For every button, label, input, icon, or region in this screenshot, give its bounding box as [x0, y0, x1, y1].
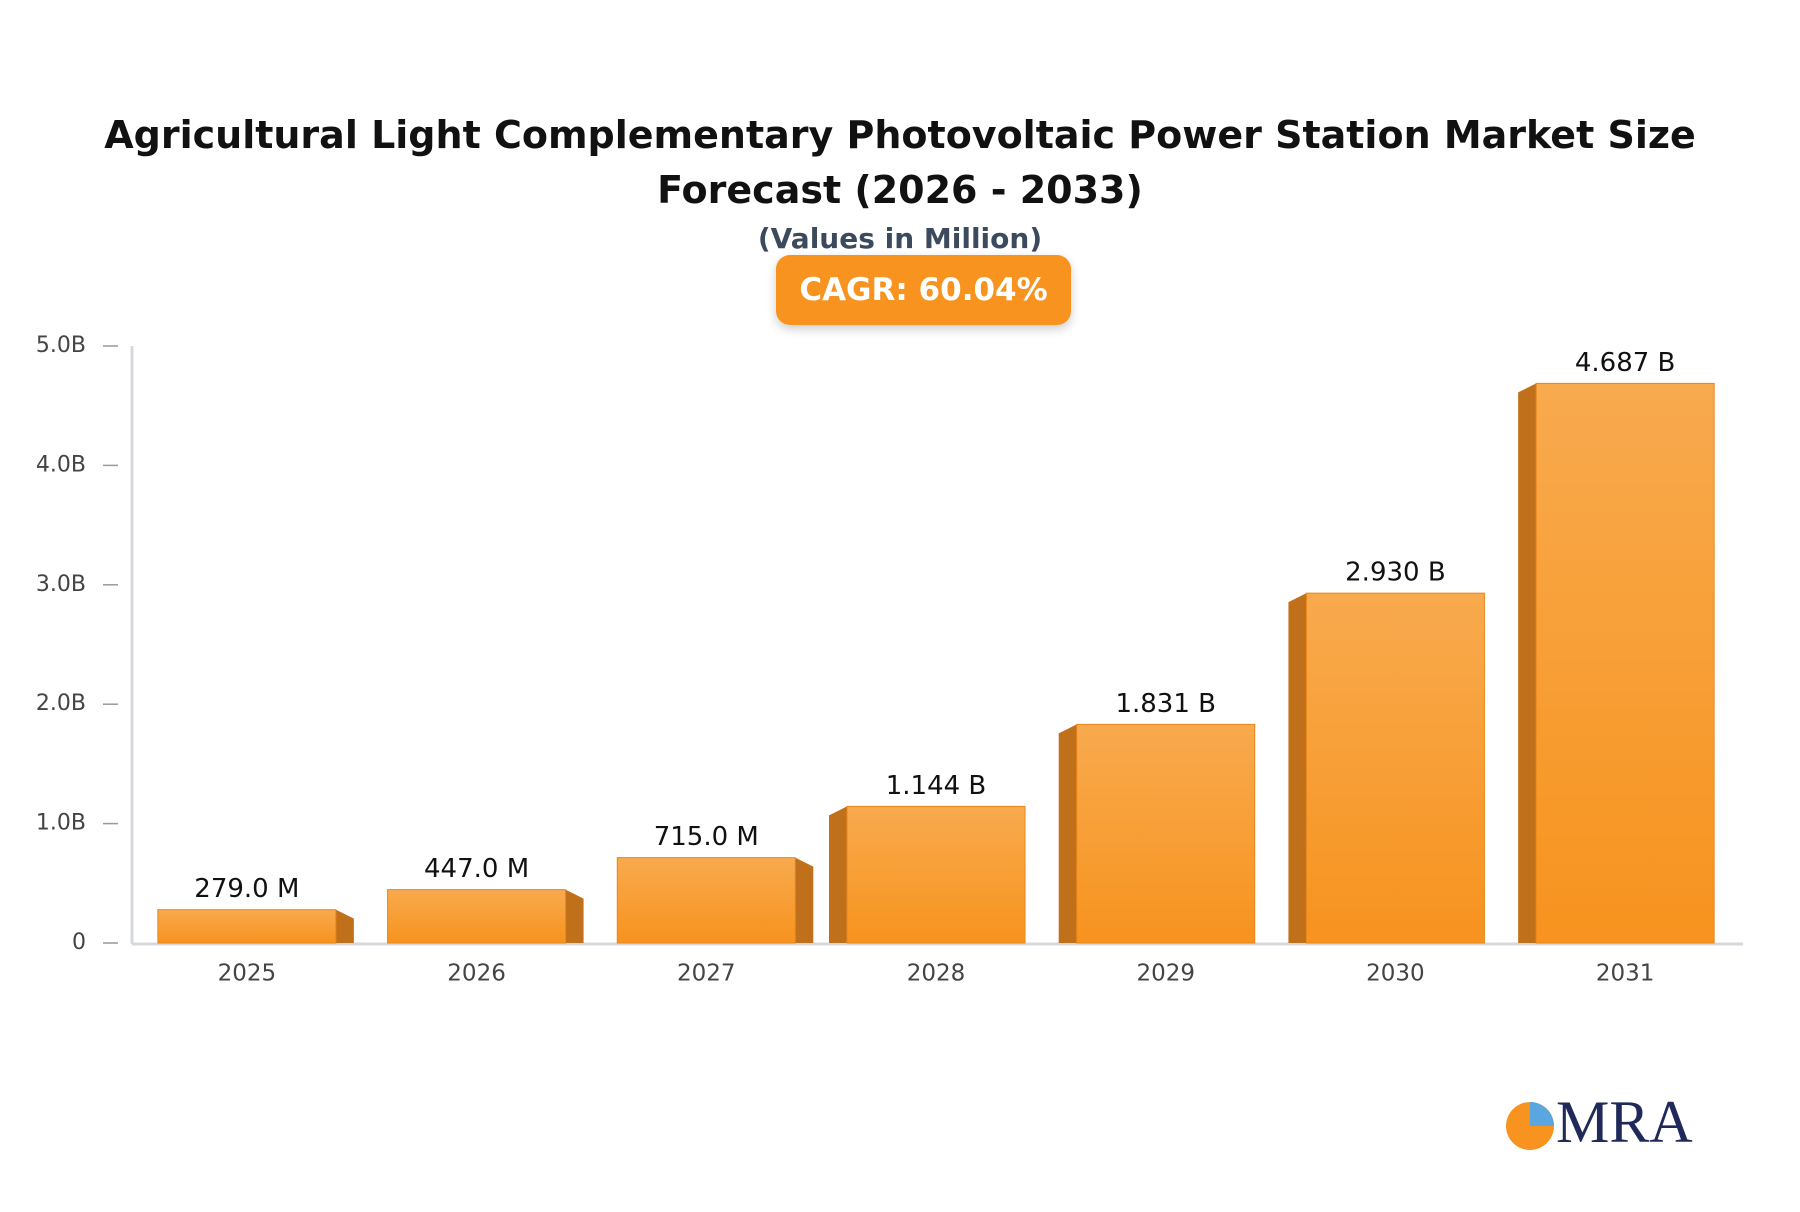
- x-tick-label: 2027: [677, 961, 736, 987]
- chart-title: Agricultural Light Complementary Photovo…: [104, 113, 1696, 212]
- y-tick-label: 5.0B: [36, 333, 86, 358]
- bar: [1535, 382, 1715, 944]
- bar: [387, 889, 567, 944]
- bar-side: [1518, 383, 1537, 943]
- bar-side: [565, 889, 584, 943]
- x-tick-label: 2031: [1596, 961, 1655, 987]
- x-tick-label: 2025: [218, 961, 277, 987]
- x-tick-label: 2030: [1366, 961, 1425, 987]
- bar: [616, 857, 796, 944]
- y-tick-label: 3.0B: [36, 572, 86, 597]
- value-label: 1.831 B: [1115, 689, 1216, 719]
- value-label: 279.0 M: [194, 874, 299, 904]
- chart-subtitle: (Values in Million): [757, 222, 1043, 255]
- x-tick-label: 2029: [1136, 961, 1195, 987]
- y-tick-label: 4.0B: [36, 452, 86, 477]
- bar: [1076, 723, 1256, 944]
- bar-side: [795, 857, 814, 943]
- value-label: 1.144 B: [886, 771, 987, 801]
- bar-side: [335, 909, 354, 943]
- cagr-badge: CAGR: 60.04%: [776, 255, 1071, 325]
- bar: [846, 805, 1026, 944]
- value-label: 4.687 B: [1575, 348, 1676, 378]
- value-label: 715.0 M: [654, 822, 759, 852]
- logo-icon-slice: [1530, 1102, 1554, 1126]
- x-tick-label: 2028: [907, 961, 966, 987]
- x-tick-label: 2026: [447, 961, 506, 987]
- bar: [157, 909, 337, 944]
- bar-side: [829, 806, 847, 943]
- bar-side: [1288, 593, 1307, 943]
- y-tick-label: 2.0B: [36, 691, 86, 716]
- y-tick-label: 0: [72, 930, 86, 955]
- value-label: 2.930 B: [1345, 558, 1446, 588]
- y-tick-label: 1.0B: [36, 811, 86, 836]
- bar: [1305, 592, 1485, 944]
- logo: MRA: [1556, 1089, 1693, 1155]
- value-label: 447.0 M: [424, 854, 529, 884]
- bar-side: [1058, 724, 1077, 943]
